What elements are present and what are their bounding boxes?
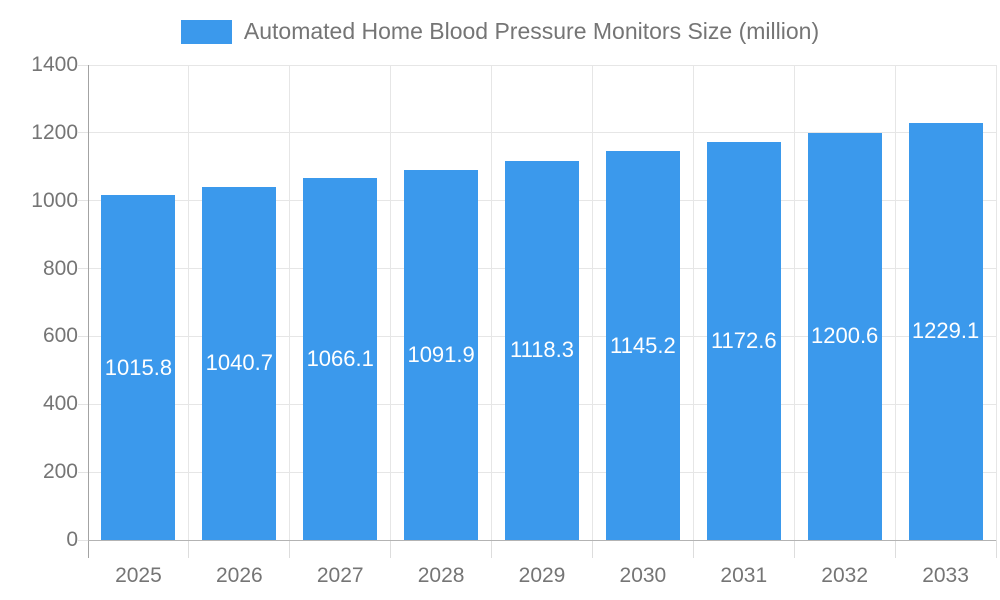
bar-value-label: 1145.2 [610,332,676,358]
x-gridline [692,65,694,540]
bar-value-label: 1118.3 [509,337,575,363]
y-tick-label: 0 [66,528,78,551]
x-axis-tick [894,540,896,558]
y-tick-label: 400 [42,392,78,416]
y-tick-label: 600 [42,324,78,348]
x-gridline [491,65,493,540]
bar[interactable] [605,151,680,540]
y-gridline [88,132,996,134]
x-axis-tick [491,540,493,558]
x-axis-tick [692,540,694,558]
x-axis-tick [289,540,291,558]
bar[interactable] [101,195,176,540]
x-gridline [591,65,593,540]
bar[interactable] [404,169,479,540]
x-tick-label: 2025 [115,564,162,587]
x-tick-label: 2033 [922,564,969,587]
bar[interactable] [505,160,579,540]
bar[interactable] [908,122,983,540]
y-gridline [88,64,996,66]
y-axis-tick [78,403,88,405]
x-tick-label: 2027 [316,564,364,587]
y-axis-tick [78,200,88,202]
bar-value-label: 1015.8 [104,354,173,380]
y-axis-tick [78,132,88,134]
y-axis-tick [78,64,88,66]
x-axis-line [88,539,996,541]
x-axis-tick [390,540,392,558]
y-axis-tick [78,335,88,337]
y-tick-label: 1200 [31,120,78,144]
x-axis-tick [591,540,593,558]
x-axis-tick [995,540,997,558]
bar-value-label: 1091.9 [407,341,475,367]
x-gridline [793,65,795,540]
y-axis-tick [78,539,88,541]
bar-value-label: 1229.1 [911,318,980,344]
y-axis-tick [78,471,88,473]
bar-value-label: 1066.1 [306,346,374,372]
x-gridline [894,65,896,540]
x-tick-label: 2029 [518,564,566,587]
x-tick-label: 2032 [821,564,869,587]
y-tick-label: 200 [42,460,78,484]
x-gridline [995,65,997,540]
y-axis-tick [78,268,88,270]
y-axis-line [87,65,89,558]
legend-swatch [180,19,232,44]
x-tick-label: 2026 [215,564,263,587]
x-gridline [188,65,190,540]
y-tick-label: 1400 [31,53,78,76]
x-tick-label: 2031 [720,564,768,587]
x-gridline [289,65,291,540]
x-tick-label: 2028 [417,564,465,587]
x-tick-label: 2030 [619,564,667,587]
x-gridline [390,65,392,540]
y-tick-label: 800 [42,256,78,280]
x-axis-tick [188,540,190,558]
legend-label: Automated Home Blood Pressure Monitors S… [243,18,820,44]
bar-value-label: 1040.7 [205,350,273,376]
bar[interactable] [706,142,781,540]
bar-value-label: 1172.6 [710,328,777,354]
bar[interactable] [303,178,378,540]
x-axis-tick [793,540,795,558]
bar[interactable] [202,186,277,540]
bar[interactable] [807,132,882,540]
y-tick-label: 1000 [31,188,78,212]
bar-value-label: 1200.6 [811,323,879,349]
legend-item[interactable]: Automated Home Blood Pressure Monitors S… [0,18,1000,45]
